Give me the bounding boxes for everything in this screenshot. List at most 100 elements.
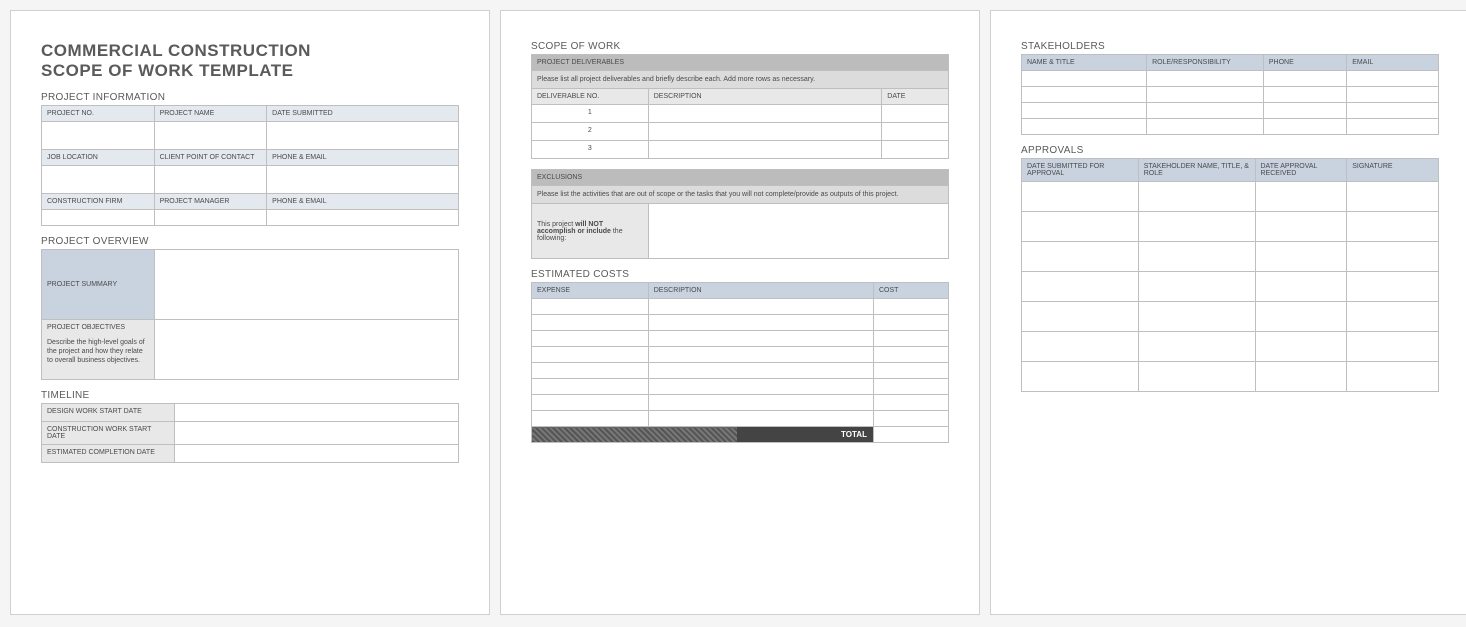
cell-summary[interactable] [154,249,458,319]
cell[interactable] [873,315,948,331]
cell[interactable] [1347,71,1439,87]
cell[interactable] [882,141,949,159]
cell-total[interactable] [873,427,948,443]
cell[interactable] [1347,272,1439,302]
cell[interactable] [532,379,649,395]
cell[interactable] [42,121,155,149]
cell-objectives[interactable] [154,319,458,379]
cell[interactable] [648,123,882,141]
col-cost-desc: DESCRIPTION [648,283,873,299]
cell[interactable] [267,121,459,149]
cell[interactable] [1138,212,1255,242]
cell[interactable] [1347,103,1439,119]
label-date-submitted: DATE SUBMITTED [267,105,459,121]
label-project-name: PROJECT NAME [154,105,267,121]
cell[interactable] [1347,362,1439,392]
cell[interactable] [882,105,949,123]
exclusions-table: EXCLUSIONS Please list the activities th… [531,169,949,259]
cell[interactable] [175,444,459,462]
cell[interactable] [1255,212,1347,242]
cell[interactable] [648,141,882,159]
cell[interactable] [873,299,948,315]
cell[interactable] [873,331,948,347]
cell[interactable] [1347,212,1439,242]
cell[interactable] [154,121,267,149]
cell[interactable] [648,411,873,427]
cell[interactable] [648,105,882,123]
cell[interactable] [1022,212,1139,242]
cell[interactable] [873,347,948,363]
cell[interactable] [882,123,949,141]
cell[interactable] [1147,103,1264,119]
cell[interactable] [154,165,267,193]
cell[interactable] [1347,242,1439,272]
cell[interactable] [1347,182,1439,212]
cell[interactable] [1022,119,1147,135]
cell[interactable] [1263,71,1346,87]
cell[interactable] [1255,332,1347,362]
cell[interactable] [648,363,873,379]
cell[interactable] [1022,302,1139,332]
cell[interactable] [42,165,155,193]
cell[interactable] [532,299,649,315]
cell[interactable] [648,315,873,331]
cell[interactable] [532,315,649,331]
cell[interactable] [1347,302,1439,332]
cell[interactable] [1263,103,1346,119]
cell[interactable] [1255,272,1347,302]
cell[interactable] [175,403,459,421]
cell[interactable] [648,347,873,363]
page-1: COMMERCIAL CONSTRUCTION SCOPE OF WORK TE… [10,10,490,615]
cell-exclusions[interactable] [648,204,948,259]
title-line-1: COMMERCIAL CONSTRUCTION [41,41,311,60]
cell[interactable] [1022,362,1139,392]
cell[interactable] [1263,119,1346,135]
cell[interactable] [1138,182,1255,212]
cell[interactable] [1022,87,1147,103]
cell[interactable] [1022,103,1147,119]
cell[interactable] [648,395,873,411]
cell[interactable] [1022,332,1139,362]
cell[interactable] [1022,272,1139,302]
cell[interactable] [1138,272,1255,302]
cell[interactable] [154,209,267,225]
cell[interactable] [532,363,649,379]
cell[interactable] [1138,242,1255,272]
label-phone-email-2: PHONE & EMAIL [267,193,459,209]
cell[interactable] [648,299,873,315]
cell[interactable] [175,421,459,444]
cell[interactable] [267,165,459,193]
cell[interactable] [532,395,649,411]
cell[interactable] [1022,182,1139,212]
cell[interactable] [1147,119,1264,135]
cell[interactable] [1255,242,1347,272]
cell[interactable] [532,331,649,347]
cell[interactable] [532,347,649,363]
cell[interactable] [648,331,873,347]
cell[interactable] [648,379,873,395]
cell[interactable] [873,411,948,427]
cell[interactable] [1138,362,1255,392]
label-project-objectives: PROJECT OBJECTIVES Describe the high-lev… [42,319,155,379]
cell[interactable] [873,379,948,395]
cell[interactable] [42,209,155,225]
cell[interactable] [1147,71,1264,87]
cell[interactable] [1147,87,1264,103]
cell[interactable] [1255,302,1347,332]
cell[interactable] [1138,332,1255,362]
cell[interactable] [1255,182,1347,212]
cell[interactable] [267,209,459,225]
cell[interactable] [873,395,948,411]
cell[interactable] [1022,242,1139,272]
cell[interactable] [1138,302,1255,332]
cell[interactable] [873,363,948,379]
cell[interactable] [1347,87,1439,103]
cell[interactable] [532,411,649,427]
cell[interactable] [1022,71,1147,87]
exclusions-prompt: This project will NOT accomplish or incl… [532,204,649,259]
cell[interactable] [1347,119,1439,135]
cell[interactable] [1347,332,1439,362]
cell[interactable] [1255,362,1347,392]
cell[interactable] [1263,87,1346,103]
project-overview-table: PROJECT SUMMARY PROJECT OBJECTIVES Descr… [41,249,459,380]
